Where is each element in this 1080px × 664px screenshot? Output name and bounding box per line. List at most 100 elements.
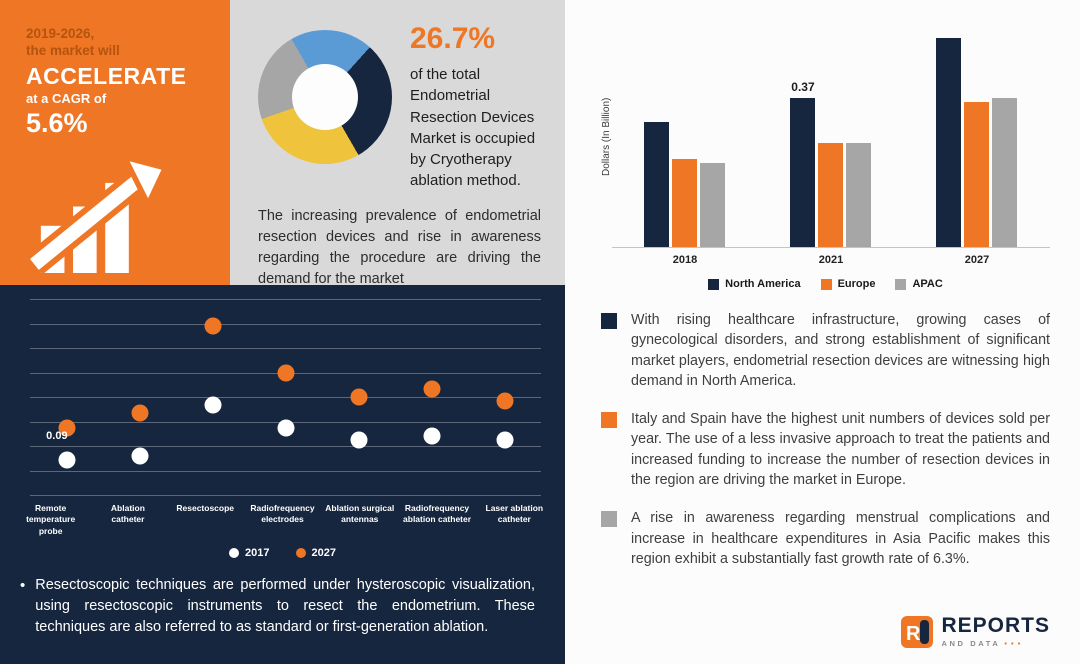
dotplot-category-label: Radiofrequency electrodes (250, 503, 315, 525)
legend-label: 2017 (245, 547, 270, 560)
bullet-apac: A rise in awareness regarding menstrual … (601, 508, 1050, 569)
dotplot-category-label: Resectoscope (176, 503, 235, 513)
dot-annotation: 0.09 (46, 430, 68, 443)
bar-legend: North America Europe APAC (601, 278, 1050, 290)
dotplot-panel: 0.09 Remote temperature probe Ablation ca… (0, 285, 565, 664)
stat-description: of the total Endometrial Resection Devic… (410, 66, 536, 190)
accelerate-lead: the market will (26, 42, 120, 58)
bar-plot-wrap: 0.37 2018 2021 2027 (612, 26, 1050, 266)
dotplot-category-label: Remote temperature probe (26, 503, 76, 536)
logo-text: REPORTS AND DATA • • • (941, 615, 1050, 648)
bar-APAC-2027 (992, 98, 1018, 247)
stat-block: 26.7% of the total Endometrial Resection… (410, 20, 541, 192)
dotplot-plot-area: 0.09 (30, 299, 541, 496)
gridline (30, 470, 541, 472)
donut-panel: 26.7% of the total Endometrial Resection… (230, 0, 565, 287)
dotplot-category-label: Radiofrequency ablation catheter (403, 503, 472, 525)
bar-Europe-2018 (672, 158, 698, 247)
bullet-europe: Italy and Spain have the highest unit nu… (601, 409, 1050, 490)
bar-Europe-2021 (818, 142, 844, 247)
bar-category-label: 2021 (818, 254, 844, 266)
dot-2027 (423, 380, 440, 398)
dot-2017 (350, 431, 367, 449)
dotplot-category-label: Ablation catheter (110, 503, 145, 525)
bar-category-label: 2027 (964, 254, 990, 266)
bullet-text: A rise in awareness regarding menstrual … (631, 510, 1050, 567)
reports-and-data-logo: R REPORTS AND DATA • • • (901, 615, 1050, 648)
dot-2017 (131, 447, 148, 465)
left-column: 2019-2026, the market will ACCELERATE at… (0, 0, 565, 664)
growth-arrow-icon (26, 154, 170, 273)
legend-label: APAC (912, 278, 943, 290)
bullet-icon: • (20, 577, 26, 595)
gridline (30, 348, 541, 349)
legend-square-icon (895, 278, 907, 290)
bar-Europe-2027 (964, 102, 990, 247)
note-text: Resectoscopic techniques are performed u… (35, 577, 535, 636)
gridline (30, 495, 541, 496)
dotplot-category-label: Ablation surgical antennas (325, 503, 395, 525)
donut-chart (258, 30, 392, 164)
bar-plot-area: 0.37 (612, 26, 1050, 248)
top-row: 2019-2026, the market will ACCELERATE at… (0, 0, 565, 287)
dot-2027 (204, 317, 221, 335)
accelerate-panel: 2019-2026, the market will ACCELERATE at… (0, 0, 230, 285)
legend-item-europe: Europe (820, 278, 876, 290)
gridline (30, 397, 541, 398)
logo-subtitle-text: AND DATA (941, 639, 1001, 648)
gridline (30, 299, 541, 300)
bullet-north-america: With rising healthcare infrastructure, g… (601, 310, 1050, 391)
dot-2017 (496, 431, 513, 449)
logo-icon: R (901, 615, 934, 648)
bullet-text: Italy and Spain have the highest unit nu… (631, 411, 1050, 489)
dot-2027 (350, 388, 367, 406)
bar-category-label: 2018 (672, 254, 698, 266)
bar-group-2018 (612, 26, 758, 247)
dot-2017 (277, 419, 294, 437)
gridline (30, 446, 541, 447)
legend-item-apac: APAC (895, 278, 943, 290)
dot-2017 (204, 396, 221, 414)
bar-APAC-2018 (700, 162, 726, 247)
market-driver-paragraph: The increasing prevalence of endometrial… (258, 207, 541, 287)
bar-value-label: 0.37 (791, 80, 815, 95)
bar-categories: 2018 2021 2027 (612, 254, 1050, 266)
legend-dot-icon (229, 548, 240, 559)
dot-2017 (58, 451, 75, 469)
donut-row: 26.7% of the total Endometrial Resection… (258, 20, 541, 192)
resectoscopic-note: • Resectoscopic techniques are performed… (0, 559, 565, 638)
bullet-square-navy-icon (601, 313, 617, 329)
dot-2017 (423, 427, 440, 445)
cagr-value: 5.6% (26, 107, 88, 138)
legend-label: North America (725, 278, 801, 290)
accelerate-period: 2019-2026, (26, 26, 95, 41)
legend-dot-icon (295, 548, 306, 559)
bar-APAC-2021 (846, 142, 872, 247)
svg-text:R: R (906, 623, 921, 645)
dot-2027 (496, 392, 513, 410)
dot-2027 (131, 404, 148, 422)
right-column: Dollars (In Billion) 0.37 2018 2021 2027 N… (565, 0, 1080, 664)
legend-label: Europe (837, 278, 876, 290)
bullet-square-orange-icon (601, 412, 617, 429)
legend-square-icon (820, 278, 832, 290)
stat-value: 26.7% (410, 22, 496, 55)
bar-group-2027 (904, 26, 1050, 247)
accelerate-sub: at a CAGR of (26, 90, 107, 106)
logo-title: REPORTS (941, 614, 1050, 637)
gridline (30, 323, 541, 325)
legend-item-north-america: North America (708, 278, 801, 290)
regional-bar-chart: Dollars (In Billion) 0.37 2018 2021 2027 (601, 26, 1050, 266)
bullet-text: With rising healthcare infrastructure, g… (631, 312, 1050, 389)
bar-group-2021: 0.37 (758, 26, 904, 247)
dot-2027 (58, 419, 75, 437)
bar-North America-2018 (644, 122, 670, 247)
regional-bullets: With rising healthcare infrastructure, g… (601, 310, 1050, 587)
bar-North America-2021: 0.37 (790, 80, 816, 247)
dotplot-category-label: Laser ablation catheter (485, 503, 544, 525)
dotplot-legend: 2017 2027 (0, 547, 565, 559)
bar-North America-2027 (936, 38, 962, 247)
bullet-square-gray-icon (601, 511, 617, 528)
legend-item-2027: 2027 (295, 547, 336, 559)
